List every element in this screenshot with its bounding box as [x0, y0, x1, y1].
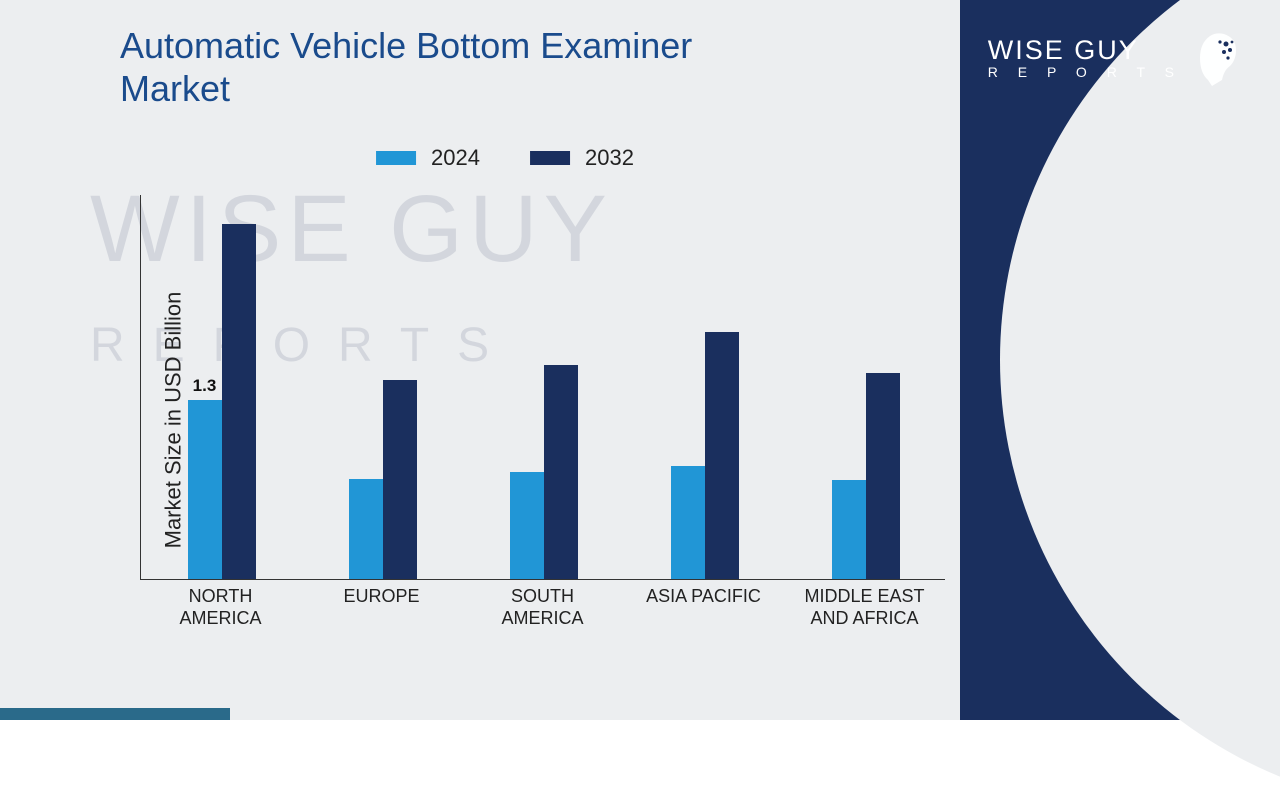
logo-sub-text: R E P O R T S: [988, 65, 1182, 80]
bar-group: [349, 380, 417, 579]
bar: [383, 380, 417, 579]
plot-area: 1.3: [140, 195, 945, 580]
x-axis-category: MIDDLE EAST AND AFRICA: [784, 580, 945, 685]
bar: [705, 332, 739, 580]
legend-swatch-2024: [376, 151, 416, 165]
bar-group: [510, 365, 578, 580]
bar: [349, 479, 383, 579]
legend-label: 2032: [585, 145, 634, 171]
chart-title: Automatic Vehicle Bottom Examiner Market: [120, 24, 740, 110]
x-axis-category: SOUTH AMERICA: [462, 580, 623, 685]
x-axis-category: ASIA PACIFIC: [623, 580, 784, 685]
legend: 2024 2032: [376, 145, 634, 171]
legend-label: 2024: [431, 145, 480, 171]
brand-logo: WISE GUY R E P O R T S: [988, 28, 1250, 88]
legend-item: 2032: [530, 145, 634, 171]
logo-main-text: WISE GUY: [988, 36, 1182, 64]
bar-value-label: 1.3: [193, 376, 217, 396]
chart-container: Market Size in USD Billion 2024 2032 1.3…: [65, 155, 945, 685]
bar-group: [832, 373, 900, 579]
bar: [188, 400, 222, 579]
x-axis-category: NORTH AMERICA: [140, 580, 301, 685]
legend-swatch-2032: [530, 151, 570, 165]
legend-item: 2024: [376, 145, 480, 171]
x-axis-labels: NORTH AMERICAEUROPESOUTH AMERICAASIA PAC…: [140, 580, 945, 685]
bar-group: [671, 332, 739, 580]
bar: [832, 480, 866, 579]
bar: [222, 224, 256, 579]
bar: [671, 466, 705, 579]
bar: [510, 472, 544, 579]
bar: [866, 373, 900, 579]
head-icon: [1190, 28, 1250, 88]
bar: [544, 365, 578, 580]
bottom-accent-bar: [0, 708, 230, 720]
bar-group: 1.3: [188, 224, 256, 579]
x-axis-category: EUROPE: [301, 580, 462, 685]
